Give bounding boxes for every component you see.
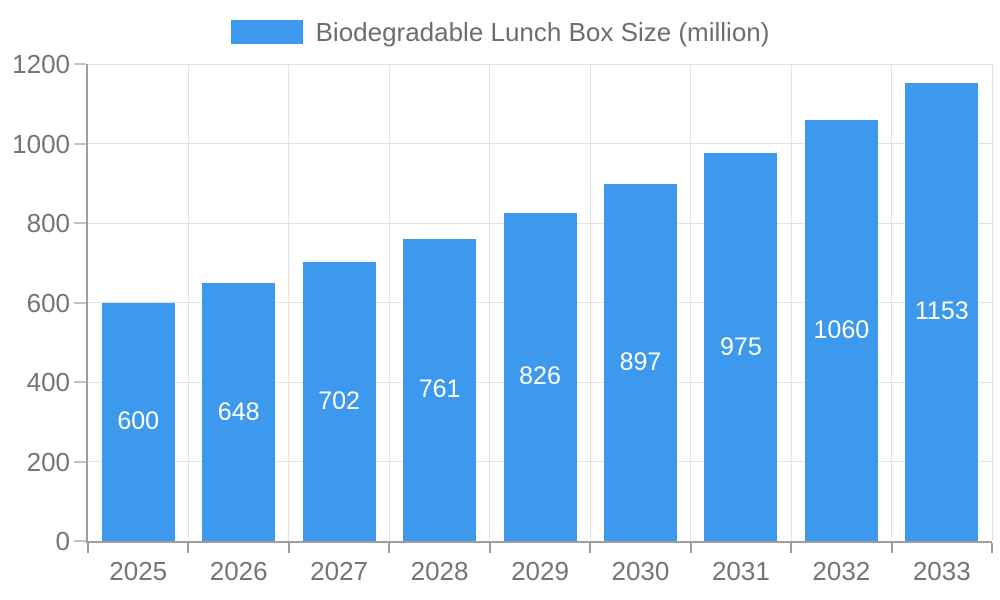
- bar-value-label: 975: [720, 332, 762, 361]
- gridline-vertical: [388, 64, 390, 541]
- gridline-horizontal: [88, 143, 992, 144]
- bar[interactable]: 897: [603, 184, 677, 541]
- gridline-vertical: [489, 64, 491, 541]
- x-axis-tick: [991, 543, 993, 553]
- bar-value-label: 1153: [914, 297, 969, 326]
- x-axis-tick: [187, 543, 190, 553]
- gridline-vertical: [288, 64, 290, 541]
- gridline-vertical: [891, 64, 893, 541]
- y-axis-tick-label: 1000: [12, 128, 70, 159]
- x-axis-tick: [488, 543, 491, 553]
- bar-value-label: 600: [117, 407, 160, 436]
- legend[interactable]: Biodegradable Lunch Box Size (million): [0, 19, 1000, 45]
- bar[interactable]: 761: [403, 238, 477, 541]
- y-axis-tick: [74, 460, 86, 463]
- gridline-vertical: [991, 64, 993, 541]
- y-axis-tick-label: 200: [26, 446, 70, 477]
- bar[interactable]: 702: [302, 261, 376, 541]
- gridline-horizontal: [88, 63, 992, 65]
- bar-value-label: 648: [217, 397, 260, 426]
- bar[interactable]: 1060: [804, 119, 878, 541]
- bar-value-label: 761: [418, 375, 461, 404]
- legend-label: Biodegradable Lunch Box Size (million): [315, 17, 770, 47]
- gridline-vertical: [187, 64, 189, 541]
- y-axis-tick: [74, 540, 86, 542]
- legend-swatch: [230, 20, 303, 44]
- y-axis-tick-label: 0: [55, 526, 70, 556]
- gridline-vertical: [589, 64, 591, 541]
- x-axis-tick: [790, 543, 793, 553]
- x-axis-tick-label: 2032: [812, 556, 871, 586]
- y-axis-tick: [74, 381, 86, 383]
- bar[interactable]: 975: [704, 153, 778, 541]
- x-axis-tick-label: 2026: [209, 556, 268, 586]
- bar[interactable]: 826: [503, 212, 577, 541]
- y-axis-tick: [74, 301, 86, 304]
- x-axis-tick-label: 2028: [410, 556, 469, 586]
- x-axis-tick: [890, 543, 893, 553]
- x-axis-tick-label: 2033: [912, 556, 971, 586]
- bar-value-label: 826: [519, 362, 561, 391]
- y-axis-tick: [74, 222, 86, 224]
- y-axis-tick: [74, 142, 86, 145]
- bar[interactable]: 1153: [905, 82, 979, 541]
- bar-value-label: 1060: [813, 315, 870, 344]
- bar[interactable]: 600: [101, 302, 175, 541]
- x-axis-tick-label: 2027: [310, 556, 369, 586]
- x-axis-tick: [287, 543, 290, 553]
- x-axis-tick-label: 2029: [511, 556, 569, 586]
- bar-value-label: 702: [318, 386, 360, 415]
- y-axis-tick: [74, 63, 86, 65]
- y-axis-tick-label: 600: [26, 287, 70, 318]
- gridline-vertical: [790, 64, 792, 541]
- y-axis-tick-label: 1200: [12, 49, 70, 79]
- gridline-vertical: [690, 64, 692, 541]
- x-axis-tick: [388, 543, 391, 553]
- x-axis-tick: [589, 543, 592, 553]
- bar-value-label: 897: [619, 348, 662, 377]
- y-axis-tick-label: 400: [26, 367, 70, 397]
- bar[interactable]: 648: [202, 283, 276, 541]
- plot-area: 600 648 702 761 826 897 975 1060 1153: [86, 63, 993, 543]
- y-axis-tick-label: 800: [26, 208, 70, 238]
- x-axis-tick-label: 2025: [109, 556, 168, 586]
- x-axis-tick: [689, 543, 692, 553]
- x-axis-tick-label: 2031: [711, 556, 770, 586]
- x-axis-tick-label: 2030: [611, 556, 670, 586]
- x-axis-tick: [87, 543, 89, 553]
